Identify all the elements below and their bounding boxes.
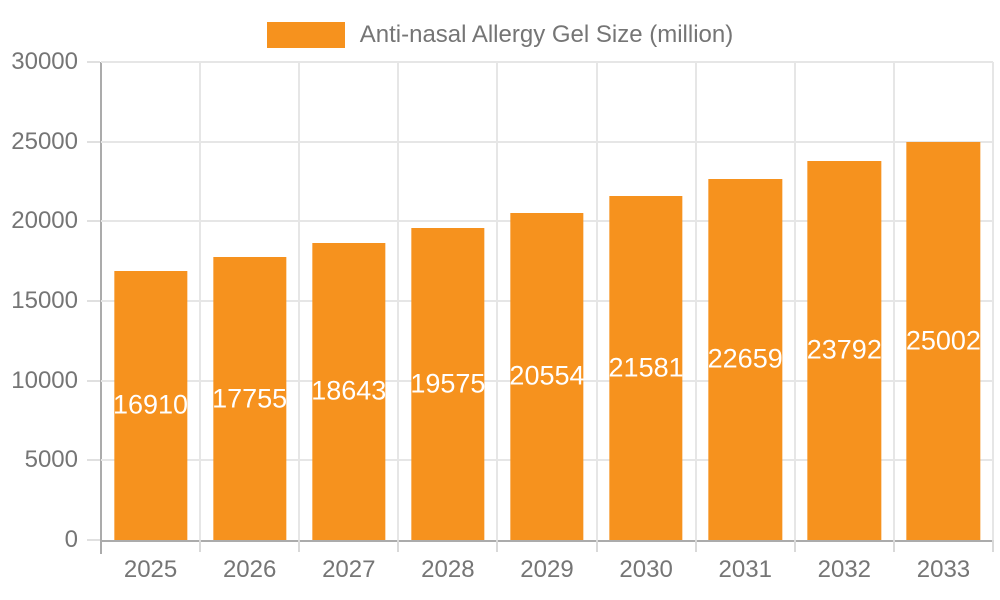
- x-tick: [298, 540, 301, 552]
- bar-value-label: 18643: [311, 375, 387, 406]
- x-tick: [100, 540, 102, 554]
- legend-label: Anti-nasal Allergy Gel Size (million): [359, 21, 734, 48]
- y-tick: [87, 220, 100, 223]
- y-tick: [87, 61, 100, 63]
- bar[interactable]: 19575: [410, 228, 486, 540]
- x-tick: [694, 540, 697, 552]
- y-tick: [87, 140, 100, 143]
- bar[interactable]: 21581: [608, 196, 684, 540]
- y-tick: [87, 300, 100, 302]
- bar[interactable]: 16910: [112, 270, 189, 540]
- bar-slot: 23792: [795, 62, 894, 540]
- plot-area: 16910 17755 18643 19575 20554 21581 22659 23792…: [87, 61, 994, 554]
- x-axis-label: 2030: [619, 556, 673, 583]
- v-gridline: [992, 62, 994, 540]
- v-gridline: [496, 62, 499, 540]
- y-axis-label: 25000: [11, 127, 78, 155]
- v-gridline: [793, 62, 796, 540]
- x-tick: [793, 540, 796, 552]
- x-axis-label: 2026: [222, 556, 277, 583]
- bar-slot: 22659: [696, 62, 795, 540]
- v-gridline: [397, 62, 400, 540]
- bar-value-label: 16910: [112, 389, 189, 420]
- y-tick: [87, 379, 100, 382]
- bar-slot: 16910: [101, 62, 200, 540]
- bar[interactable]: 22659: [707, 178, 783, 540]
- x-axis-label: 2029: [520, 556, 574, 583]
- y-tick: [87, 539, 100, 541]
- x-axis-label: 2027: [322, 556, 376, 583]
- legend: Anti-nasal Allergy Gel Size (million): [0, 21, 1000, 49]
- x-axis-label: 2032: [817, 556, 872, 583]
- x-axis-line: [100, 540, 994, 542]
- bar-slot: 17755: [200, 62, 299, 540]
- v-gridline: [595, 62, 598, 540]
- y-axis-label: 20000: [11, 207, 78, 235]
- bar[interactable]: 20554: [509, 212, 585, 540]
- bar-slot: 25002: [894, 62, 993, 540]
- bar[interactable]: 23792: [806, 160, 882, 540]
- h-gridline: [101, 61, 993, 63]
- bar[interactable]: 17755: [212, 257, 288, 540]
- y-axis-label: 5000: [24, 446, 78, 474]
- bar[interactable]: 25002: [905, 141, 981, 540]
- h-gridline: [101, 140, 993, 143]
- x-tick: [595, 540, 598, 552]
- bar-slot: 18643: [299, 62, 398, 540]
- bar-value-label: 21581: [608, 352, 684, 383]
- x-axis-label: 2025: [123, 556, 178, 583]
- bar-value-label: 22659: [707, 343, 783, 374]
- bar-value-label: 20554: [509, 360, 585, 391]
- legend-swatch: [266, 22, 345, 48]
- x-tick: [496, 540, 499, 552]
- x-axis-label: 2031: [718, 556, 772, 583]
- y-axis-label: 15000: [11, 287, 78, 314]
- x-tick: [397, 540, 400, 552]
- x-axis-labels: 2025 2026 2027 2028 2029 2030 2031 2032 2033: [101, 556, 993, 590]
- bar-slot: 21581: [597, 62, 696, 540]
- bar-value-label: 23792: [806, 334, 882, 365]
- x-tick: [892, 540, 895, 552]
- bar-value-label: 25002: [905, 325, 981, 356]
- v-gridline: [892, 62, 895, 540]
- y-axis-label: 0: [64, 526, 78, 553]
- v-gridline: [694, 62, 697, 540]
- y-axis-labels: 0 5000 10000 15000 20000 25000 30000: [0, 48, 86, 553]
- bar-slot: 20554: [497, 62, 596, 540]
- bar-value-label: 19575: [410, 368, 486, 399]
- y-tick: [87, 459, 100, 462]
- bar-value-label: 17755: [212, 383, 288, 414]
- x-axis-label: 2028: [421, 556, 475, 583]
- y-axis-label: 30000: [11, 48, 78, 75]
- x-tick: [199, 540, 202, 552]
- y-axis-label: 10000: [11, 366, 78, 394]
- bar[interactable]: 18643: [311, 242, 387, 540]
- x-axis-label: 2033: [916, 556, 971, 583]
- v-gridline: [199, 62, 202, 540]
- v-gridline: [298, 62, 301, 540]
- x-tick: [992, 540, 994, 552]
- bar-slot: 19575: [398, 62, 497, 540]
